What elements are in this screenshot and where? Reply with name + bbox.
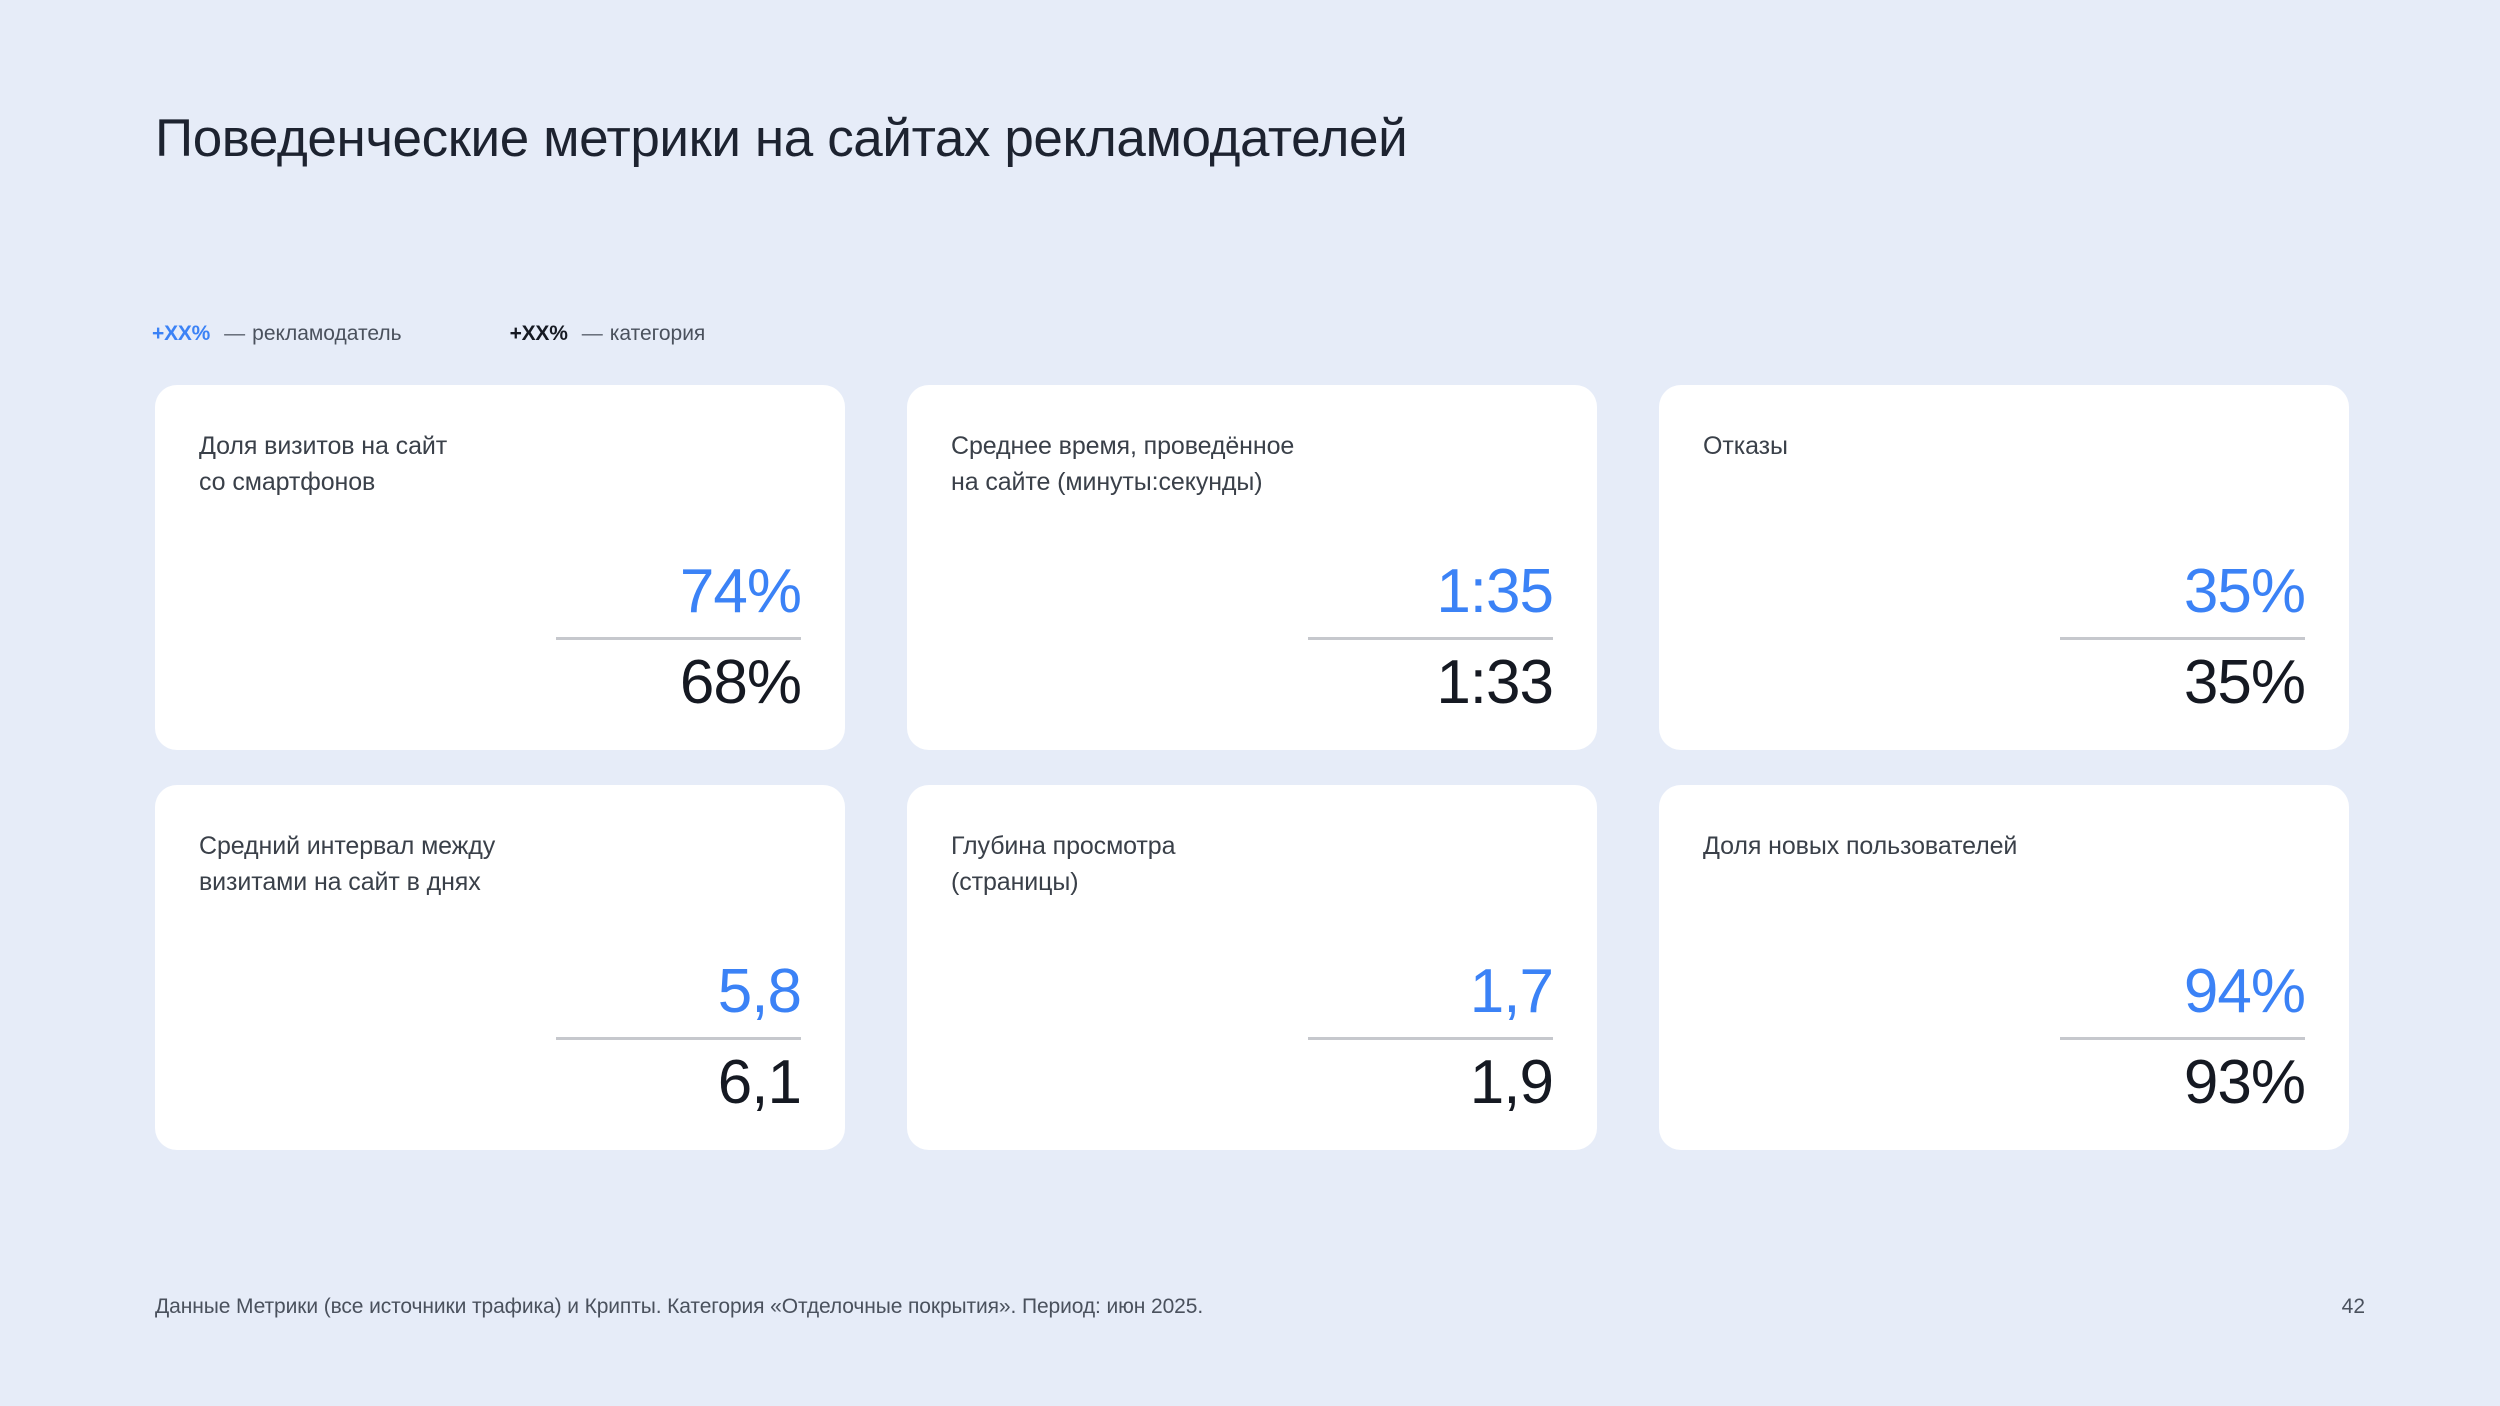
metric-card-values: 35% 35% [1703, 557, 2306, 717]
metric-value-category: 1:33 [1436, 648, 1554, 717]
page-number: 42 [2341, 1295, 2365, 1318]
metric-value-divider [1308, 1037, 1553, 1040]
legend-label-advertiser: рекламодатель [252, 322, 402, 345]
metric-card: Отказы 35% 35% [1659, 385, 2349, 750]
page-title: Поведенческие метрики на сайтах рекламод… [155, 108, 1408, 168]
metric-value-divider [2060, 637, 2305, 640]
metric-value-category: 6,1 [717, 1048, 802, 1117]
metric-card-title: Среднее время, проведённое на сайте (мин… [951, 432, 1295, 496]
metric-card-title: Доля новых пользователей [1703, 832, 2018, 860]
metric-card: Доля новых пользователей 94% 93% [1659, 785, 2349, 1150]
metric-card-title: Глубина просмотра (страницы) [951, 832, 1176, 896]
metric-value-advertiser: 74% [679, 557, 802, 626]
metric-card-title: Отказы [1703, 432, 1788, 460]
legend-item-category: +XX% — категория [510, 322, 706, 346]
metric-card: Глубина просмотра (страницы) 1,7 1,9 [907, 785, 1597, 1150]
metric-value-divider [556, 1037, 801, 1040]
metric-card-values: 94% 93% [1703, 957, 2306, 1117]
metric-value-category: 35% [2183, 648, 2306, 717]
metric-value-divider [556, 637, 801, 640]
metric-card: Среднее время, проведённое на сайте (мин… [907, 385, 1597, 750]
metric-value-category: 93% [2183, 1048, 2306, 1117]
legend-separator-advertiser: — [224, 322, 246, 345]
metric-card-values: 1:35 1:33 [951, 557, 1554, 717]
metric-value-divider [1308, 637, 1553, 640]
metric-value-advertiser: 35% [2183, 557, 2306, 626]
metric-card-title: Средний интервал между визитами на сайт … [199, 832, 496, 896]
legend-key-advertiser: +XX% [152, 322, 211, 345]
legend-separator-category: — [581, 322, 603, 345]
metric-card-values: 5,8 6,1 [199, 957, 802, 1117]
metric-card-title: Доля визитов на сайт со смартфонов [199, 432, 448, 496]
footer-source-note: Данные Метрики (все источники трафика) и… [155, 1295, 1204, 1318]
metric-value-category: 1,9 [1469, 1048, 1554, 1117]
legend: +XX% — рекламодатель +XX% — категория [152, 322, 705, 352]
metric-card-values: 74% 68% [199, 557, 802, 717]
metric-value-divider [2060, 1037, 2305, 1040]
metric-value-advertiser: 1,7 [1469, 957, 1554, 1026]
metric-card-values: 1,7 1,9 [951, 957, 1554, 1117]
metric-card: Доля визитов на сайт со смартфонов 74% 6… [155, 385, 845, 750]
metric-value-advertiser: 94% [2183, 957, 2306, 1026]
metric-value-category: 68% [679, 648, 802, 717]
metric-value-advertiser: 5,8 [717, 957, 802, 1026]
metric-value-advertiser: 1:35 [1436, 557, 1554, 626]
metric-card-grid: Доля визитов на сайт со смартфонов 74% 6… [155, 385, 2350, 1150]
legend-label-category: категория [609, 322, 706, 345]
legend-key-category: +XX% [509, 322, 568, 345]
legend-item-advertiser: +XX% — рекламодатель [152, 322, 402, 346]
metric-card: Средний интервал между визитами на сайт … [155, 785, 845, 1150]
